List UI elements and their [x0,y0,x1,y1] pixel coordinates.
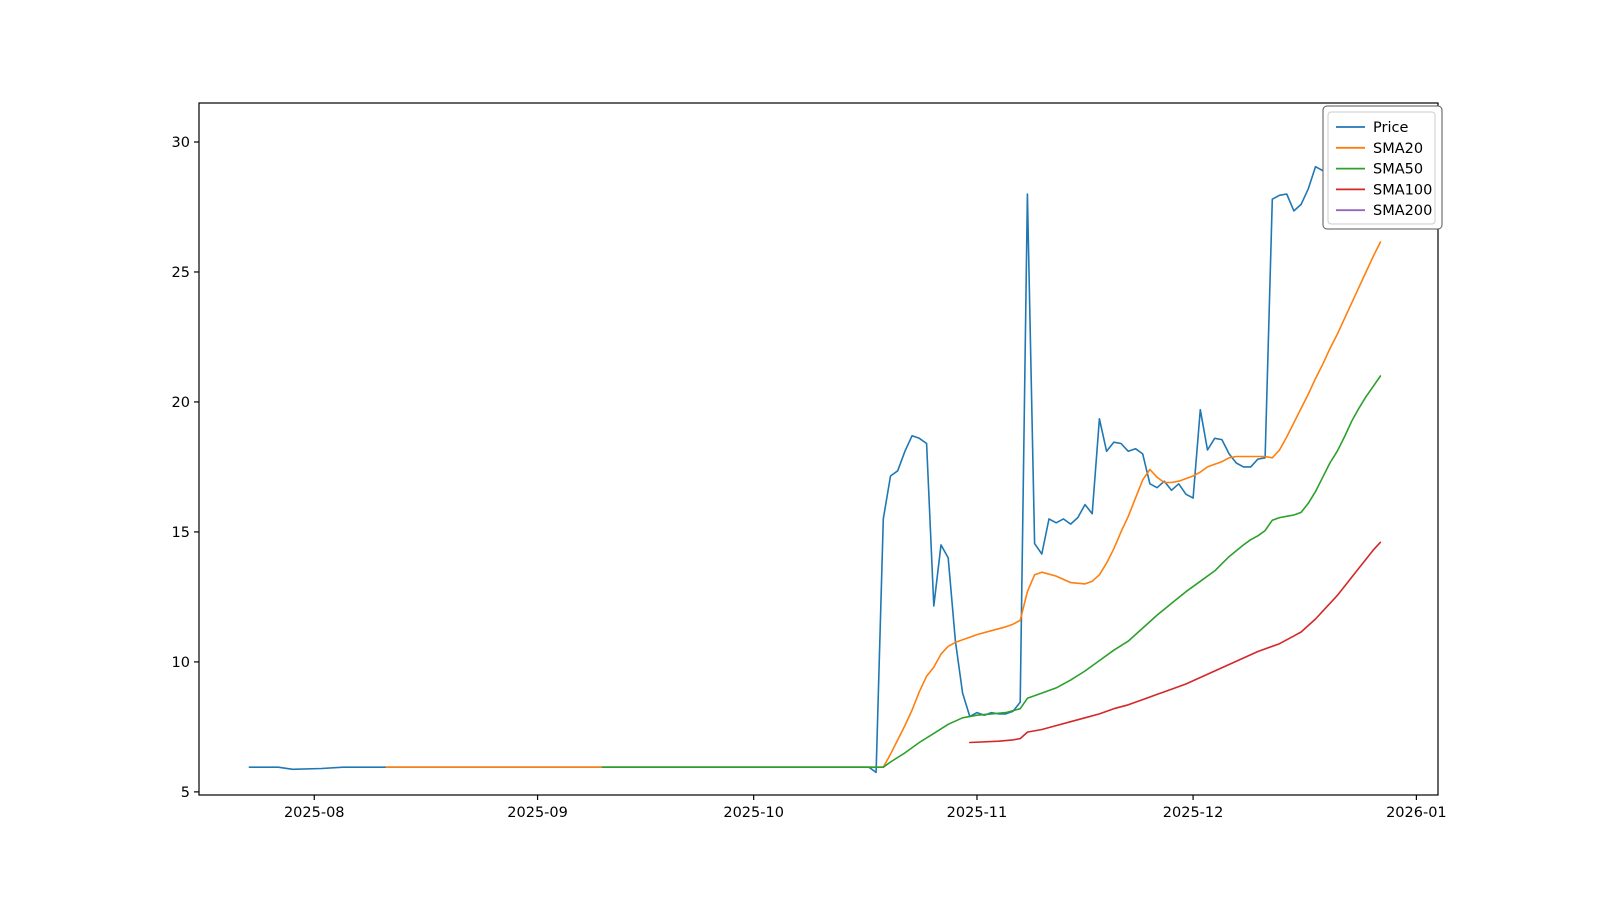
legend-item-sma200: SMA200 [1336,203,1432,219]
series-line-sma100 [968,541,1382,744]
series-line-sma50 [601,375,1382,769]
series-group [248,165,1382,774]
series-line-price [248,165,1324,774]
y-tick-label: 5 [181,785,190,801]
legend-label: SMA200 [1373,203,1432,219]
y-tick-label: 30 [172,135,190,151]
legend-label: SMA50 [1373,162,1423,178]
series-line-sma20 [385,241,1382,769]
legend-item-sma100: SMA100 [1336,182,1432,198]
legend-item-sma50: SMA50 [1336,162,1423,178]
legend-item-price: Price [1336,120,1408,136]
axes-group: 2025-08 2025-09 2025-10 2025-11 2025-12 2026-… [172,102,1447,821]
y-tick-label: 20 [172,395,190,411]
x-tick-label: 2025-08 [284,805,345,821]
legend-box [1327,111,1436,225]
legend-label: Price [1373,120,1408,136]
y-tick-label: 10 [172,655,190,671]
legend-label: SMA100 [1373,182,1432,198]
y-tick-label: 25 [172,265,190,281]
x-tick-label: 2026-01 [1386,805,1447,821]
x-tick-label: 2025-12 [1163,805,1224,821]
axes-frame [198,102,1439,796]
x-tick-label: 2025-10 [723,805,784,821]
x-tick-label: 2025-09 [507,805,568,821]
x-tick-label: 2025-11 [947,805,1008,821]
legend-item-sma20: SMA20 [1336,141,1423,157]
legend-label: SMA20 [1373,141,1423,157]
legend: Price SMA20 SMA50 SMA100 SMA200 [1322,105,1443,230]
y-tick-label: 15 [172,525,190,541]
